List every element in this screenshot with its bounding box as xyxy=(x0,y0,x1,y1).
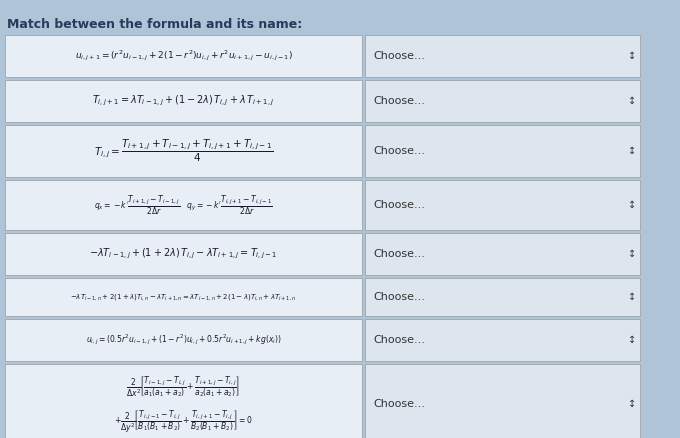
Bar xyxy=(5,233,362,275)
Bar xyxy=(5,364,362,438)
Text: ↕: ↕ xyxy=(628,292,636,302)
Bar xyxy=(5,319,362,361)
Text: ↕: ↕ xyxy=(628,96,636,106)
Bar xyxy=(365,319,641,361)
Text: $T_{i,j+1} = \lambda T_{i-1,j} + (1-2\lambda)\,T_{i,j} + \lambda\,T_{i+1,j}$: $T_{i,j+1} = \lambda T_{i-1,j} + (1-2\la… xyxy=(92,94,275,108)
Bar xyxy=(365,80,641,122)
Text: ↕: ↕ xyxy=(628,146,636,156)
Text: ↕: ↕ xyxy=(628,200,636,210)
Bar xyxy=(5,125,362,177)
Text: $u_{i,j} = (0.5r^2 u_{i-1,j} + (1-r^2)u_{i,j} + 0.5r^2 u_{i+1,j} + kg(x_i))$: $u_{i,j} = (0.5r^2 u_{i-1,j} + (1-r^2)u_… xyxy=(86,333,282,347)
Text: $q_x = -k'\dfrac{T_{i+1,j}-T_{i-1,j}}{2\Delta r} \quad q_y = -k'\dfrac{T_{i,j+1}: $q_x = -k'\dfrac{T_{i+1,j}-T_{i-1,j}}{2\… xyxy=(94,193,273,217)
Text: $-\lambda T_{i-1,n} + 2(1+\lambda)T_{i,n} - \lambda T_{i+1,n} = \lambda T_{i-1,n: $-\lambda T_{i-1,n} + 2(1+\lambda)T_{i,n… xyxy=(70,292,296,302)
Bar xyxy=(5,80,362,122)
Bar xyxy=(5,278,362,316)
Text: Choose...: Choose... xyxy=(373,399,425,409)
Text: Choose...: Choose... xyxy=(373,200,425,210)
Text: Match between the formula and its name:: Match between the formula and its name: xyxy=(7,18,302,31)
Text: Choose...: Choose... xyxy=(373,292,425,302)
Text: ↕: ↕ xyxy=(628,249,636,259)
Text: ↕: ↕ xyxy=(628,51,636,61)
Bar xyxy=(5,35,362,77)
Text: ↕: ↕ xyxy=(628,335,636,345)
Bar xyxy=(365,364,641,438)
Text: ↕: ↕ xyxy=(628,399,636,409)
Bar xyxy=(365,278,641,316)
Bar xyxy=(365,125,641,177)
Bar xyxy=(365,35,641,77)
Text: Choose...: Choose... xyxy=(373,249,425,259)
Text: Choose...: Choose... xyxy=(373,335,425,345)
Text: $T_{i,j} = \dfrac{T_{i+1,j} + T_{i-1,j} + T_{i,j+1} + T_{i,j-1}}{4}$: $T_{i,j} = \dfrac{T_{i+1,j} + T_{i-1,j} … xyxy=(94,138,273,164)
Text: $\dfrac{2}{\Delta x^2}\!\left[\dfrac{T_{i-1,j}-T_{i,j}}{a_1(a_1+a_2)} + \dfrac{T: $\dfrac{2}{\Delta x^2}\!\left[\dfrac{T_{… xyxy=(126,374,241,399)
Text: Choose...: Choose... xyxy=(373,146,425,156)
Text: $+ \dfrac{2}{\Delta y^2}\!\left[\dfrac{T_{i,j-1}-T_{i,j}}{B_1(B_1+B_2)} + \dfrac: $+ \dfrac{2}{\Delta y^2}\!\left[\dfrac{T… xyxy=(114,408,253,435)
Text: $-\lambda T_{i-1,j} + (1+2\lambda)\,T_{i,j} - \lambda T_{i+1,j} = T_{i,j-1}$: $-\lambda T_{i-1,j} + (1+2\lambda)\,T_{i… xyxy=(89,247,277,261)
Text: Choose...: Choose... xyxy=(373,51,425,61)
Bar xyxy=(365,180,641,230)
Bar xyxy=(365,233,641,275)
Text: $u_{i,j+1} = (r^2 u_{i-1,j} + 2(1-r^2)u_{i,j} + r^2 u_{i+1,j} - u_{i,j-1})$: $u_{i,j+1} = (r^2 u_{i-1,j} + 2(1-r^2)u_… xyxy=(75,49,292,63)
Text: Choose...: Choose... xyxy=(373,96,425,106)
Bar xyxy=(5,180,362,230)
